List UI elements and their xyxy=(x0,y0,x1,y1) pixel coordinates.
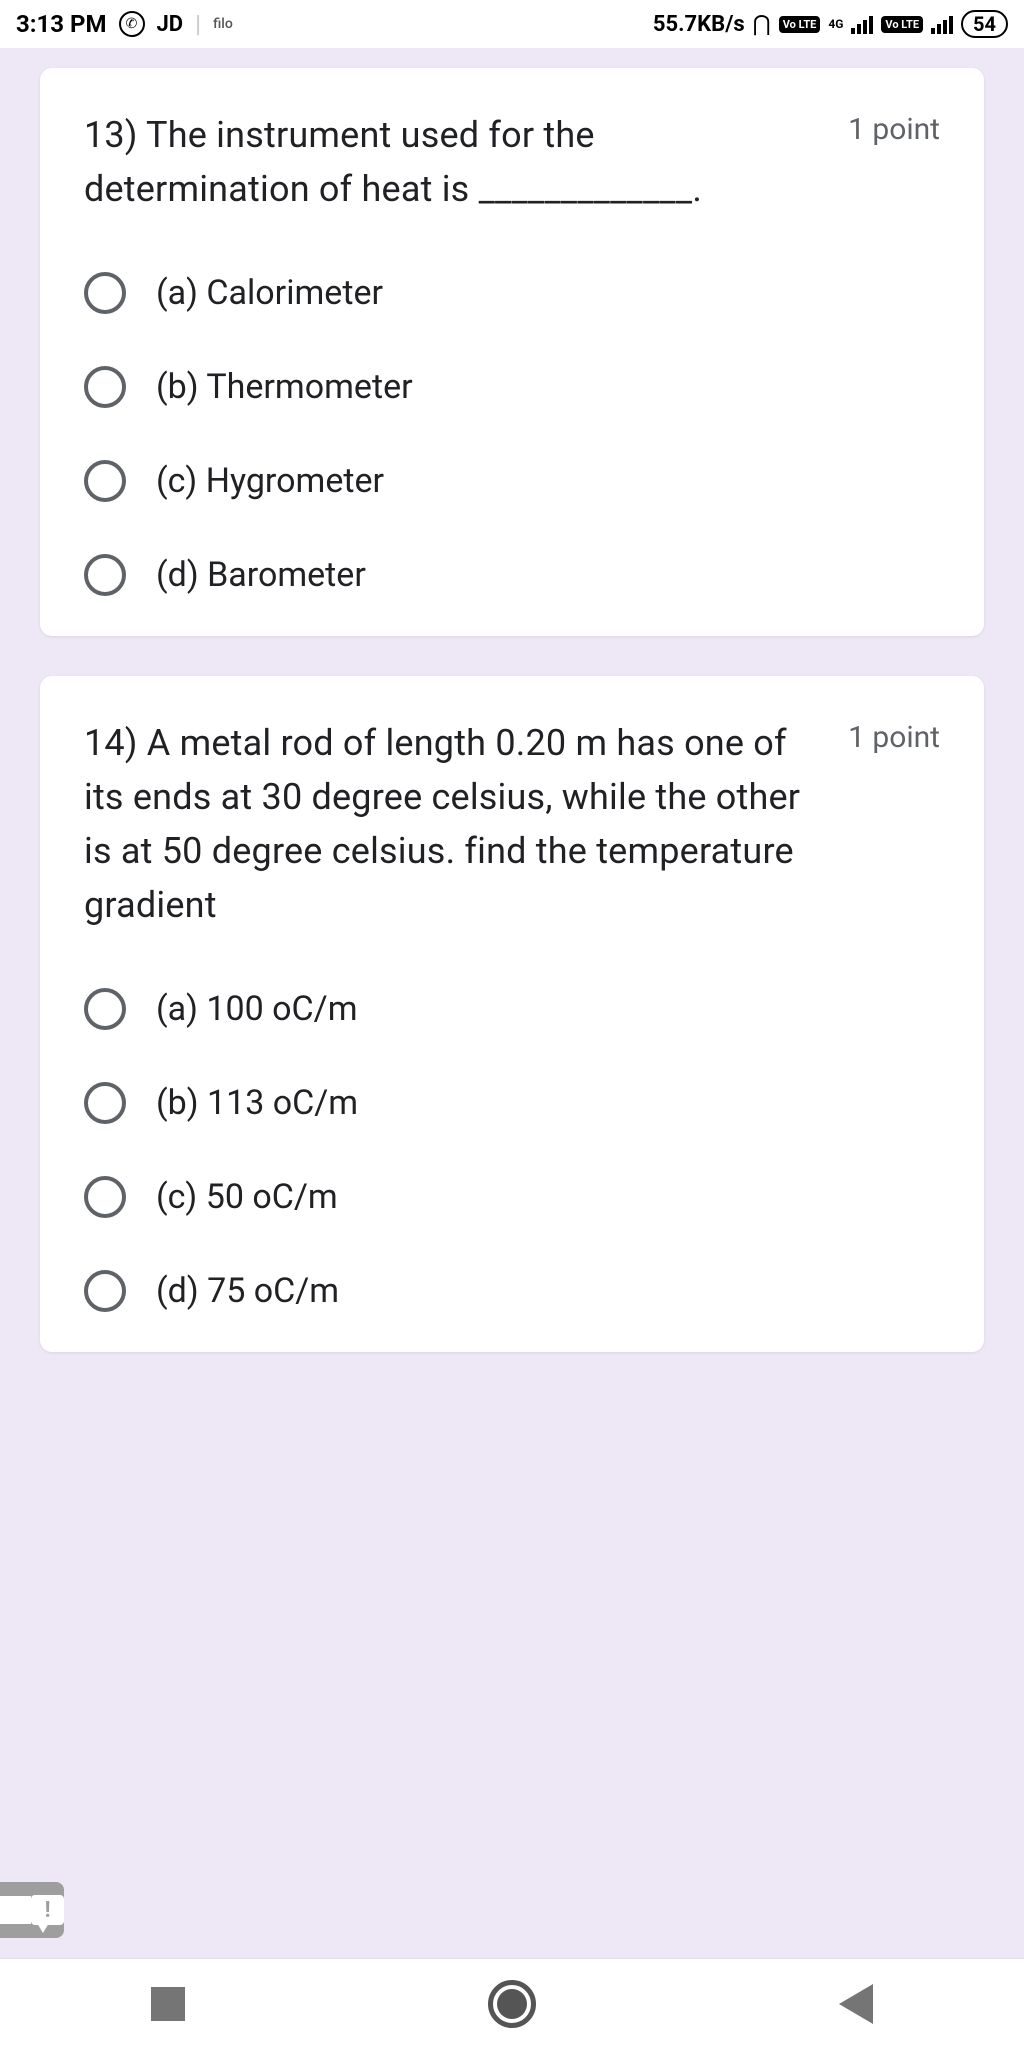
headphone-icon: ⋂ xyxy=(753,12,771,37)
option-label: (c) 50 oC/m xyxy=(156,1177,338,1217)
question-card-14: 14) A metal rod of length 0.20 m has one… xyxy=(40,676,984,1352)
question-number: 13) xyxy=(84,114,138,156)
option-label: (c) Hygrometer xyxy=(156,461,384,501)
question-card-13: 13) The instrument used for the determin… xyxy=(40,68,984,636)
status-app-filo: filo xyxy=(213,16,233,32)
status-time: 3:13 PM xyxy=(16,10,107,38)
radio-icon[interactable] xyxy=(84,366,126,408)
status-app-jd: JD xyxy=(157,12,184,37)
back-button[interactable] xyxy=(839,1984,873,2024)
radio-icon[interactable] xyxy=(84,460,126,502)
option-c[interactable]: (c) 50 oC/m xyxy=(84,1176,940,1218)
volte-badge-1: Vo LTE xyxy=(779,16,821,33)
option-d[interactable]: (d) Barometer xyxy=(84,554,940,596)
option-d[interactable]: (d) 75 oC/m xyxy=(84,1270,940,1312)
signal-bars-1 xyxy=(851,14,873,34)
option-a[interactable]: (a) Calorimeter xyxy=(84,272,940,314)
option-c[interactable]: (c) Hygrometer xyxy=(84,460,940,502)
home-icon xyxy=(497,1989,527,2019)
status-divider: | xyxy=(195,10,201,38)
option-b[interactable]: (b) Thermometer xyxy=(84,366,940,408)
whatsapp-icon: ✆ xyxy=(119,11,145,37)
radio-icon[interactable] xyxy=(84,1082,126,1124)
radio-icon[interactable] xyxy=(84,1176,126,1218)
question-text: 13) The instrument used for the determin… xyxy=(84,108,828,216)
home-button[interactable] xyxy=(488,1980,536,2028)
signal-bars-2 xyxy=(931,14,953,34)
option-b[interactable]: (b) 113 oC/m xyxy=(84,1082,940,1124)
status-bar: 3:13 PM ✆ JD | filo 55.7KB/s ⋂ Vo LTE 4G… xyxy=(0,0,1024,48)
question-body: The instrument used for the determinatio… xyxy=(84,114,702,210)
status-speed: 55.7KB/s xyxy=(653,12,745,37)
option-a[interactable]: (a) 100 oC/m xyxy=(84,988,940,1030)
status-right: 55.7KB/s ⋂ Vo LTE 4G Vo LTE 54 xyxy=(653,10,1008,38)
question-header: 14) A metal rod of length 0.20 m has one… xyxy=(84,716,940,932)
option-label: (a) 100 oC/m xyxy=(156,989,358,1029)
option-label: (b) Thermometer xyxy=(156,367,413,407)
question-header: 13) The instrument used for the determin… xyxy=(84,108,940,216)
points-label: 1 point xyxy=(848,720,940,755)
radio-icon[interactable] xyxy=(84,988,126,1030)
status-left: 3:13 PM ✆ JD | filo xyxy=(16,10,233,38)
content-area: 13) The instrument used for the determin… xyxy=(0,48,1024,1412)
points-label: 1 point xyxy=(848,112,940,147)
network-4g: 4G xyxy=(828,17,843,31)
options-list: (a) Calorimeter (b) Thermometer (c) Hygr… xyxy=(84,272,940,596)
options-list: (a) 100 oC/m (b) 113 oC/m (c) 50 oC/m (d… xyxy=(84,988,940,1312)
question-body: A metal rod of length 0.20 m has one of … xyxy=(84,722,800,926)
radio-icon[interactable] xyxy=(84,1270,126,1312)
volte-badge-2: Vo LTE xyxy=(881,16,923,33)
feedback-button[interactable]: ! xyxy=(0,1882,64,1938)
option-label: (d) Barometer xyxy=(156,555,366,595)
radio-icon[interactable] xyxy=(84,272,126,314)
navigation-bar xyxy=(0,1958,1024,2048)
battery-indicator: 54 xyxy=(961,10,1008,38)
radio-icon[interactable] xyxy=(84,554,126,596)
option-label: (b) 113 oC/m xyxy=(156,1083,358,1123)
alert-icon: ! xyxy=(31,1895,64,1925)
option-label: (a) Calorimeter xyxy=(156,273,383,313)
option-label: (d) 75 oC/m xyxy=(156,1271,339,1311)
recent-apps-button[interactable] xyxy=(151,1987,185,2021)
question-number: 14) xyxy=(84,722,138,764)
question-text: 14) A metal rod of length 0.20 m has one… xyxy=(84,716,828,932)
